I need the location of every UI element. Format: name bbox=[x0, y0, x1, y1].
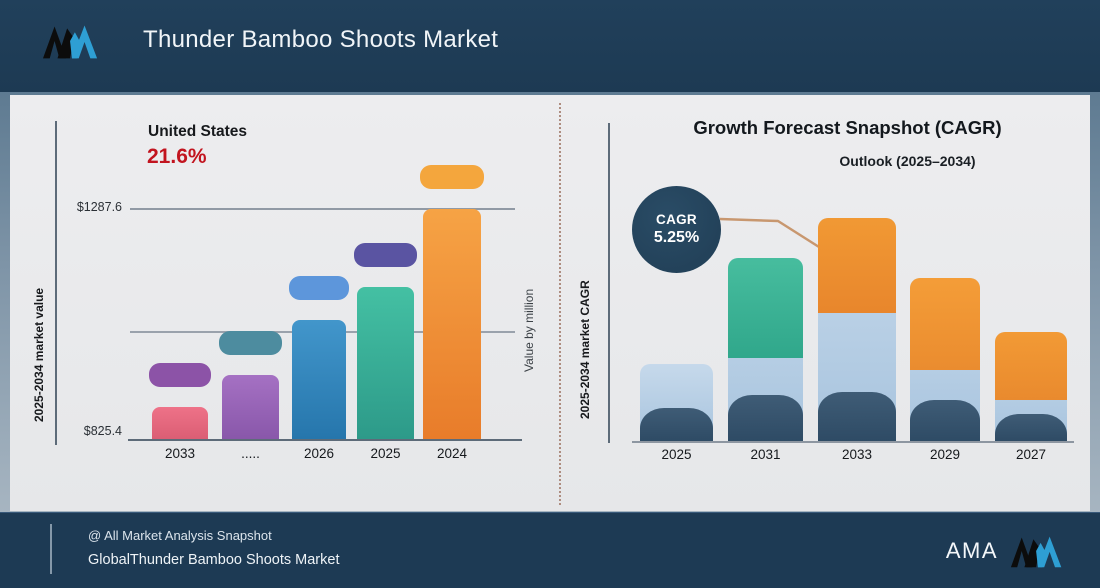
right-x-label-2031: 2031 bbox=[750, 447, 781, 462]
right-chart-subtitle: Outlook (2025–2034) bbox=[839, 153, 976, 169]
left-x-label-2033: 2033 bbox=[164, 446, 196, 461]
footer-divider-line bbox=[50, 524, 52, 574]
left-y-axis-title: 2025-2034 market value bbox=[32, 287, 46, 423]
right-bar-2029 bbox=[910, 278, 980, 441]
right-bar-2027 bbox=[995, 332, 1067, 441]
value-by-million-label: Value by million bbox=[522, 288, 536, 372]
right-bar-base-segment-2029 bbox=[910, 400, 980, 441]
right-x-label-2027: 2027 bbox=[1015, 447, 1047, 462]
left-bar-cap-..... bbox=[219, 331, 282, 355]
footer-brand: AMA bbox=[946, 530, 1064, 572]
footer-brand-text: AMA bbox=[945, 538, 998, 563]
page-title: Thunder Bamboo Shoots Market bbox=[143, 26, 499, 53]
cagr-badge-value: 5.25% bbox=[653, 229, 700, 246]
left-x-label-.....: ..... bbox=[241, 446, 260, 461]
left-chart-highlight-value: 21.6% bbox=[147, 145, 207, 168]
right-bar-base-segment-2027 bbox=[995, 414, 1067, 441]
right-x-label-2033: 2033 bbox=[841, 447, 873, 462]
left-x-label-2026: 2026 bbox=[303, 446, 335, 461]
left-bar-cap-2025 bbox=[354, 243, 417, 267]
left-bar-2025 bbox=[357, 287, 414, 439]
left-bar-2033 bbox=[152, 407, 208, 439]
right-x-label-2029: 2029 bbox=[929, 447, 961, 462]
left-x-label-2024: 2024 bbox=[436, 446, 468, 461]
right-chart-title: Growth Forecast Snapshot (CAGR) bbox=[693, 117, 1002, 138]
right-y-axis-line bbox=[608, 123, 610, 443]
ama-logo-icon-footer bbox=[1010, 536, 1062, 568]
left-bar-cap-2033 bbox=[149, 363, 211, 387]
right-bar-2033 bbox=[818, 218, 896, 441]
right-bar-2031 bbox=[728, 258, 803, 441]
right-bar-top-segment-2029 bbox=[910, 278, 980, 370]
cagr-badge-label: CAGR bbox=[656, 212, 697, 227]
left-y-axis-line bbox=[55, 121, 57, 445]
footer-line2: GlobalThunder Bamboo Shoots Market bbox=[88, 552, 340, 568]
content-panel: United States 21.6% $1287.6 $825.4 2025-… bbox=[10, 95, 1090, 511]
cagr-badge: CAGR 5.25% bbox=[632, 186, 721, 273]
left-ytick-top: $1287.6 bbox=[76, 200, 122, 214]
left-ytick-bottom: $825.4 bbox=[83, 424, 122, 438]
right-bar-top-segment-2033 bbox=[818, 218, 896, 313]
left-x-label-2025: 2025 bbox=[370, 446, 401, 461]
left-bar-..... bbox=[222, 375, 279, 439]
right-x-axis-line bbox=[632, 441, 1074, 443]
ama-logo-icon bbox=[42, 25, 98, 59]
left-bar-cap-2026 bbox=[289, 276, 349, 300]
right-bar-2025 bbox=[640, 364, 713, 441]
footer-bar: @ All Market Analysis Snapshot GlobalThu… bbox=[0, 512, 1100, 588]
header-bar: Thunder Bamboo Shoots Market bbox=[0, 0, 1100, 92]
right-bar-top-segment-2031 bbox=[728, 258, 803, 358]
right-y-axis-title: 2025-2034 market CAGR bbox=[578, 280, 592, 420]
left-bar-2026 bbox=[292, 320, 346, 439]
right-bar-base-segment-2031 bbox=[728, 395, 803, 441]
footer-line1: @ All Market Analysis Snapshot bbox=[88, 528, 272, 543]
right-bar-base-segment-2033 bbox=[818, 392, 896, 441]
left-chart-title: United States bbox=[148, 123, 248, 140]
left-bar-cap-2024 bbox=[420, 165, 484, 189]
left-bar-2024 bbox=[423, 209, 481, 439]
right-bar-base-segment-2025 bbox=[640, 408, 713, 441]
left-x-axis-line bbox=[128, 439, 522, 441]
left-gridline-top bbox=[130, 208, 515, 210]
panel-divider-dotted-line bbox=[559, 103, 561, 505]
right-x-label-2025: 2025 bbox=[661, 447, 692, 462]
right-bar-top-segment-2027 bbox=[995, 332, 1067, 400]
